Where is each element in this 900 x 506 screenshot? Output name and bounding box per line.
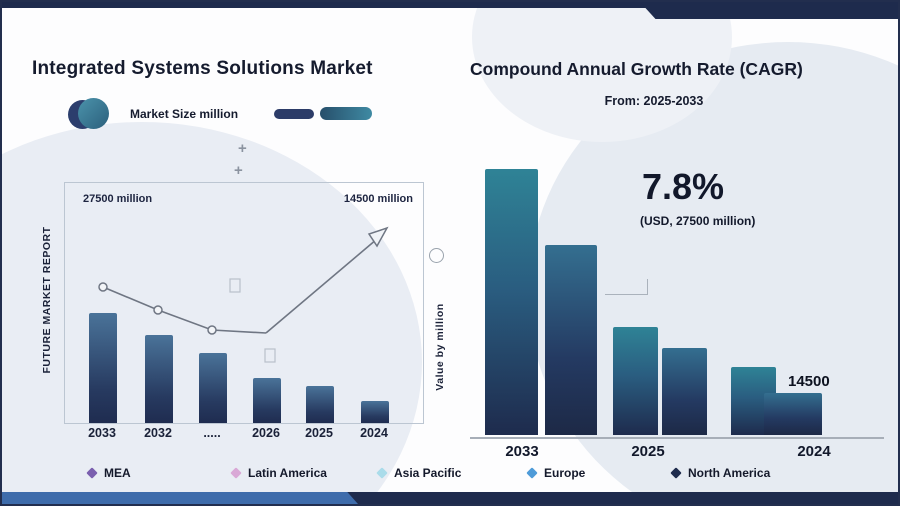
teal-pill-icon bbox=[320, 107, 372, 120]
right-chart-x-axis: 2033 2025 2024 bbox=[472, 443, 884, 465]
right-chart-axis-line bbox=[470, 437, 884, 439]
bar-2024 bbox=[361, 401, 389, 423]
navy-pill-icon bbox=[274, 109, 314, 119]
legend-item-mea: MEA bbox=[86, 466, 131, 480]
left-chart-x-axis: 2033 2032 ..... 2026 2025 2024 bbox=[64, 426, 422, 446]
north-america-diamond-icon bbox=[670, 467, 682, 479]
asia-pacific-diamond-icon bbox=[376, 467, 388, 479]
x-label-2026: 2026 bbox=[252, 426, 280, 440]
ghost-label-box bbox=[264, 348, 276, 363]
bottom-left-blue-bar bbox=[2, 492, 358, 504]
x-label-2033: 2033 bbox=[505, 443, 539, 460]
bar-2026 bbox=[253, 378, 281, 423]
right-chart-title: Compound Annual Growth Rate (CAGR) bbox=[470, 59, 803, 79]
plus-decoration-icon: + bbox=[234, 162, 243, 179]
bar-dots bbox=[199, 353, 227, 423]
legend-item-north-america: North America bbox=[670, 466, 771, 480]
trend-marker-icon bbox=[207, 325, 217, 335]
x-label-2024: 2024 bbox=[797, 443, 831, 460]
legend-label-north-america: North America bbox=[688, 466, 771, 480]
x-label-2025: 2025 bbox=[305, 426, 333, 440]
min-value-label: 14500 million bbox=[343, 193, 413, 205]
ghost-label-box bbox=[229, 278, 241, 293]
latin-america-diamond-icon bbox=[230, 467, 242, 479]
sphere-teal-half bbox=[78, 98, 109, 129]
cagr-bar-2024-b bbox=[764, 393, 822, 435]
cagr-detail: (USD, 27500 million) bbox=[640, 214, 756, 228]
right-chart-y-axis-label: Value by million bbox=[434, 303, 446, 391]
trend-arrow-icon bbox=[367, 226, 389, 248]
europe-diamond-icon bbox=[526, 467, 538, 479]
bar-2032 bbox=[145, 335, 173, 423]
legend-item-asia-pacific: Asia Pacific bbox=[376, 466, 462, 480]
legend-item-europe: Europe bbox=[526, 466, 586, 480]
x-label-2033: 2033 bbox=[88, 426, 116, 440]
annotation-14500: 14500 bbox=[788, 373, 830, 390]
market-size-chart: 27500 million 14500 million bbox=[64, 182, 424, 424]
cagr-chart bbox=[472, 152, 892, 435]
legend-label-europe: Europe bbox=[544, 466, 586, 480]
left-chart-y-axis-label: FUTURE MARKET REPORT bbox=[41, 226, 53, 374]
trend-marker-icon bbox=[153, 305, 163, 315]
market-size-sphere-icon bbox=[68, 97, 110, 133]
cagr-bar-2033-a bbox=[485, 169, 538, 435]
x-label-2025: 2025 bbox=[631, 443, 665, 460]
bar-2025 bbox=[306, 386, 334, 423]
max-value-label: 27500 million bbox=[83, 193, 153, 205]
x-label-2032: 2032 bbox=[144, 426, 172, 440]
right-chart-subtitle: From: 2025-2033 bbox=[604, 94, 704, 108]
market-size-legend-label: Market Size million bbox=[130, 107, 239, 121]
top-right-wedge bbox=[640, 2, 898, 19]
bar-2033 bbox=[89, 313, 117, 423]
x-label-dots: ..... bbox=[203, 426, 221, 440]
circle-decoration-icon bbox=[429, 248, 444, 263]
mea-diamond-icon bbox=[86, 467, 98, 479]
cagr-value: 7.8% bbox=[642, 166, 725, 207]
plus-decoration-icon: + bbox=[238, 140, 247, 157]
trend-marker-icon bbox=[98, 282, 108, 292]
legend-label-asia-pacific: Asia Pacific bbox=[394, 466, 462, 480]
legend-item-latin-america: Latin America bbox=[230, 466, 327, 480]
legend-label-mea: MEA bbox=[104, 466, 131, 480]
cagr-bar-2025-a bbox=[613, 327, 658, 435]
left-chart-title: Integrated Systems Solutions Market bbox=[32, 58, 373, 79]
trend-line-overlay bbox=[98, 226, 389, 363]
x-label-2024: 2024 bbox=[360, 426, 388, 440]
bracket-decoration bbox=[605, 279, 648, 295]
legend-label-latin-america: Latin America bbox=[248, 466, 327, 480]
top-border-bar bbox=[2, 2, 898, 8]
cagr-bar-2033-b bbox=[545, 245, 597, 435]
cagr-bar-2025-b bbox=[662, 348, 707, 435]
